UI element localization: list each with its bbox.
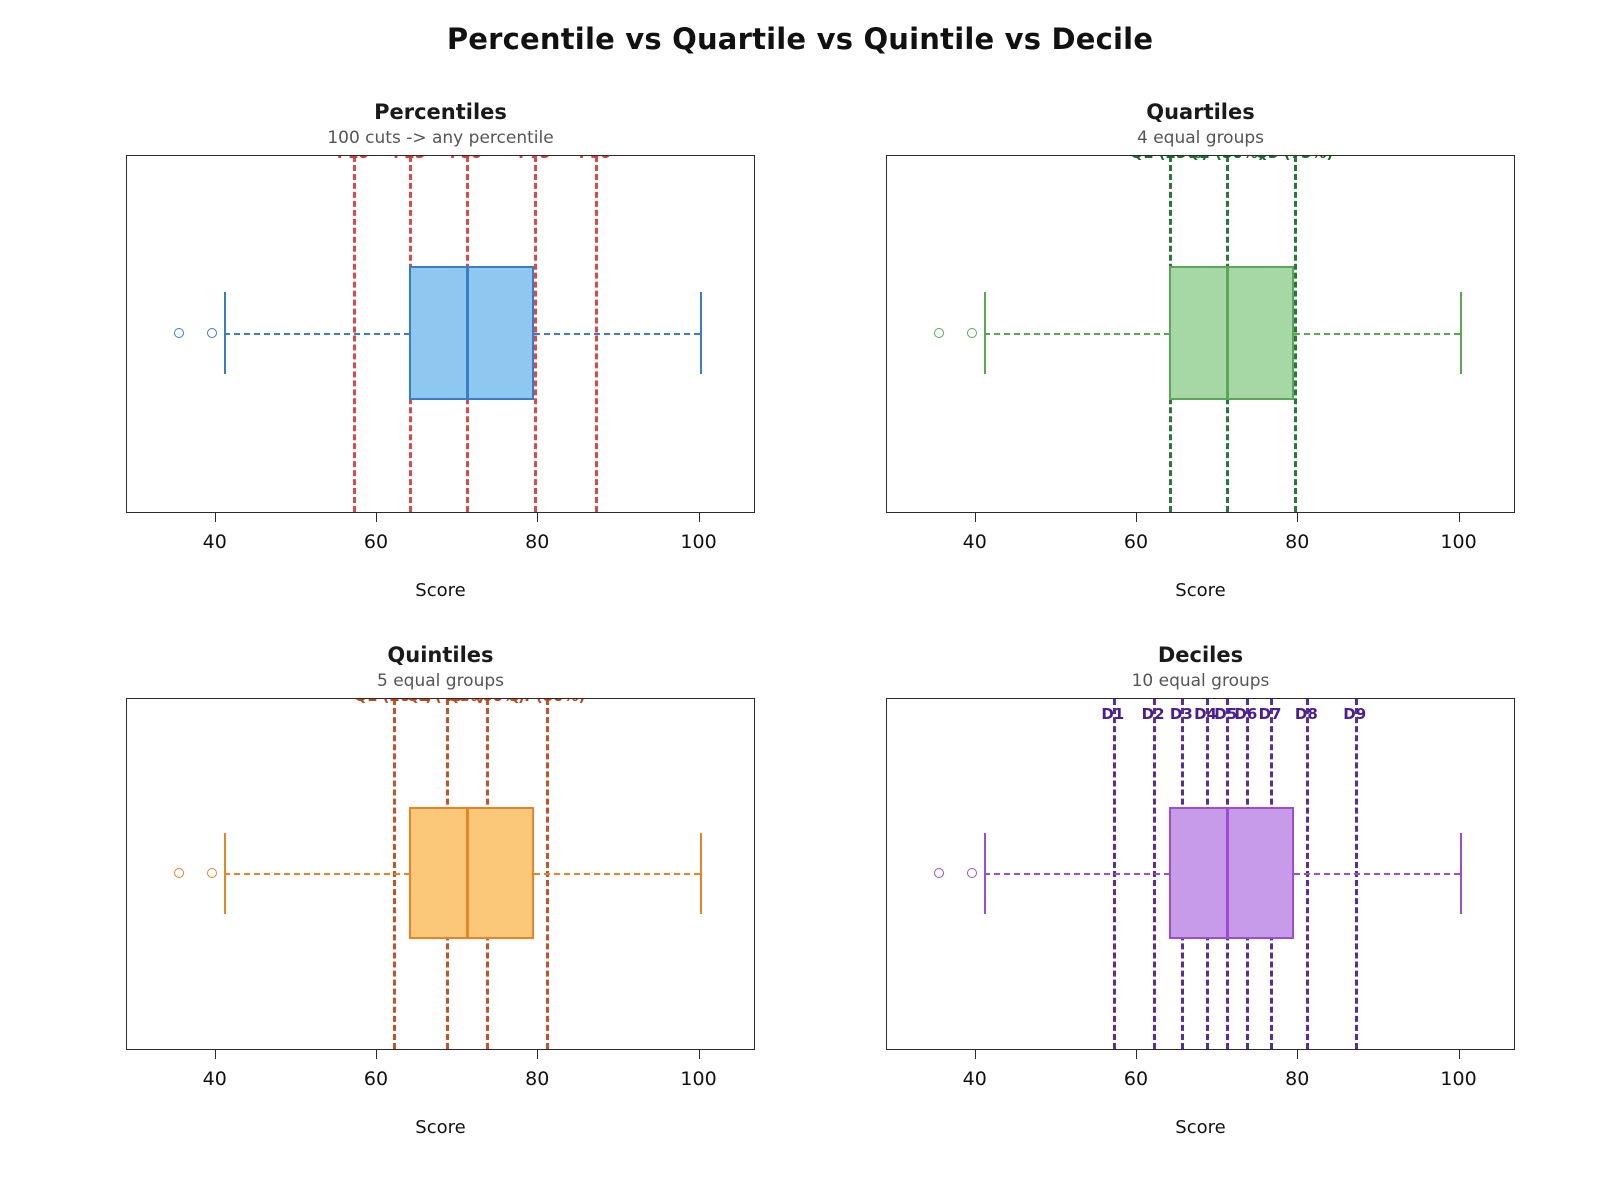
x-axis-label-percentiles: Score: [415, 580, 466, 601]
outlier-point-0: [174, 328, 185, 338]
cut-label-quartiles-1: Q2 (50%): [1187, 156, 1265, 162]
cut-label-deciles-2: D3: [1169, 705, 1193, 723]
x-tick-mark-1: [1135, 1050, 1137, 1059]
whisker-cap-high: [699, 292, 702, 374]
subplot-title-quartiles: Quartiles: [1146, 100, 1255, 124]
subplot-title-percentiles: Percentiles: [374, 100, 507, 124]
whisker-cap-low: [983, 292, 986, 374]
cut-label-quartiles-2: Q3 (75%): [1255, 156, 1333, 162]
figure-title: Percentile vs Quartile vs Quintile vs De…: [446, 22, 1154, 56]
cut-label-percentiles-4: P90: [579, 156, 611, 162]
x-tick-label-3: 100: [680, 1068, 717, 1090]
plot-area-deciles: D1 D2 D3 D4 D5 D6 D7 D8 D9: [886, 698, 1515, 1050]
x-tick-mark-3: [698, 513, 700, 522]
x-axis-label-quartiles: Score: [1175, 580, 1226, 601]
outlier-point-0: [934, 328, 945, 338]
x-tick-label-0: 40: [962, 1068, 987, 1090]
median-line: [465, 266, 469, 400]
median-line: [1225, 807, 1229, 939]
subplot-subtitle-percentiles: 100 cuts -> any percentile: [327, 128, 554, 148]
subplot-subtitle-deciles: 10 equal groups: [1131, 671, 1270, 691]
subplot-subtitle-quintiles: 5 equal groups: [376, 671, 505, 691]
x-tick-mark-3: [1458, 1050, 1460, 1059]
x-tick-mark-3: [1458, 513, 1460, 522]
plot-area-percentiles: P10 P25 P50 P75 P90: [126, 155, 755, 513]
plot-area-quartiles: Q1 (25%)Q2 (50%)Q3 (75%): [886, 155, 1515, 513]
x-tick-mark-1: [1135, 513, 1137, 522]
subplot-subtitle-quartiles: 4 equal groups: [1136, 128, 1265, 148]
x-tick-mark-1: [375, 513, 377, 522]
x-tick-label-3: 100: [1440, 1068, 1477, 1090]
median-line: [1225, 266, 1229, 400]
cut-label-quintiles-1: Q2 (40%): [407, 699, 485, 705]
x-tick-label-2: 80: [525, 1068, 550, 1090]
x-tick-label-2: 80: [1285, 531, 1310, 553]
x-tick-mark-0: [214, 513, 216, 522]
x-tick-label-1: 60: [363, 531, 389, 553]
median-line: [465, 807, 469, 939]
whisker-cap-low: [223, 292, 226, 374]
cut-label-quintiles-3: Q4 (80%): [507, 699, 585, 705]
cut-label-deciles-7: D8: [1294, 705, 1318, 723]
cut-label-deciles-6: D7: [1258, 705, 1282, 723]
whisker-cap-high: [699, 832, 702, 914]
x-axis-label-quintiles: Score: [415, 1117, 466, 1138]
x-tick-mark-2: [537, 513, 539, 522]
cut-label-deciles-4: D5: [1214, 705, 1238, 723]
outlier-point-1: [966, 868, 977, 878]
x-tick-label-1: 60: [363, 1068, 389, 1090]
x-tick-label-2: 80: [525, 531, 550, 553]
box-iqr: [1169, 807, 1295, 939]
x-tick-mark-3: [698, 1050, 700, 1059]
x-tick-label-0: 40: [962, 531, 987, 553]
box-iqr: [409, 266, 535, 400]
cut-label-deciles-1: D2: [1141, 705, 1165, 723]
outlier-point-1: [206, 868, 217, 878]
x-tick-label-2: 80: [1285, 1068, 1310, 1090]
plot-area-quintiles: Q1 (20%)Q2 (40%)Q3 (60%)Q4 (80%): [126, 698, 755, 1050]
outlier-point-0: [174, 868, 185, 878]
cut-label-percentiles-3: P75: [518, 156, 550, 162]
x-tick-label-0: 40: [202, 531, 227, 553]
cut-label-quintiles-0: Q1 (20%): [354, 699, 432, 705]
whisker-cap-high: [1459, 832, 1462, 914]
x-tick-mark-0: [214, 1050, 216, 1059]
cut-label-percentiles-1: P25: [393, 156, 425, 162]
cut-label-deciles-8: D9: [1343, 705, 1367, 723]
x-tick-label-3: 100: [1440, 531, 1477, 553]
whisker-cap-low: [223, 832, 226, 914]
x-tick-mark-2: [537, 1050, 539, 1059]
x-tick-label-1: 60: [1123, 531, 1149, 553]
x-tick-label-3: 100: [680, 531, 717, 553]
box-iqr: [409, 807, 535, 939]
cut-label-quintiles-2: Q3 (60%): [447, 699, 525, 705]
x-tick-mark-0: [974, 1050, 976, 1059]
cut-label-percentiles-0: P10: [337, 156, 369, 162]
whisker-cap-high: [1459, 292, 1462, 374]
outlier-point-1: [966, 328, 977, 338]
outlier-point-0: [934, 868, 945, 878]
cut-label-deciles-5: D6: [1234, 705, 1258, 723]
x-tick-label-0: 40: [202, 1068, 227, 1090]
x-tick-label-1: 60: [1123, 1068, 1149, 1090]
cut-label-quartiles-0: Q1 (25%): [1130, 156, 1208, 162]
cut-label-deciles-3: D4: [1194, 705, 1217, 723]
box-iqr: [1169, 266, 1295, 400]
x-tick-mark-2: [1297, 1050, 1299, 1059]
x-axis-label-deciles: Score: [1175, 1117, 1226, 1138]
outlier-point-1: [206, 328, 217, 338]
subplot-title-quintiles: Quintiles: [387, 643, 494, 667]
cut-label-percentiles-2: P50: [450, 156, 482, 162]
whisker-cap-low: [983, 832, 986, 914]
x-tick-mark-2: [1297, 513, 1299, 522]
x-tick-mark-0: [974, 513, 976, 522]
subplot-title-deciles: Deciles: [1157, 643, 1244, 667]
x-tick-mark-1: [375, 1050, 377, 1059]
cut-label-deciles-0: D1: [1101, 705, 1125, 723]
